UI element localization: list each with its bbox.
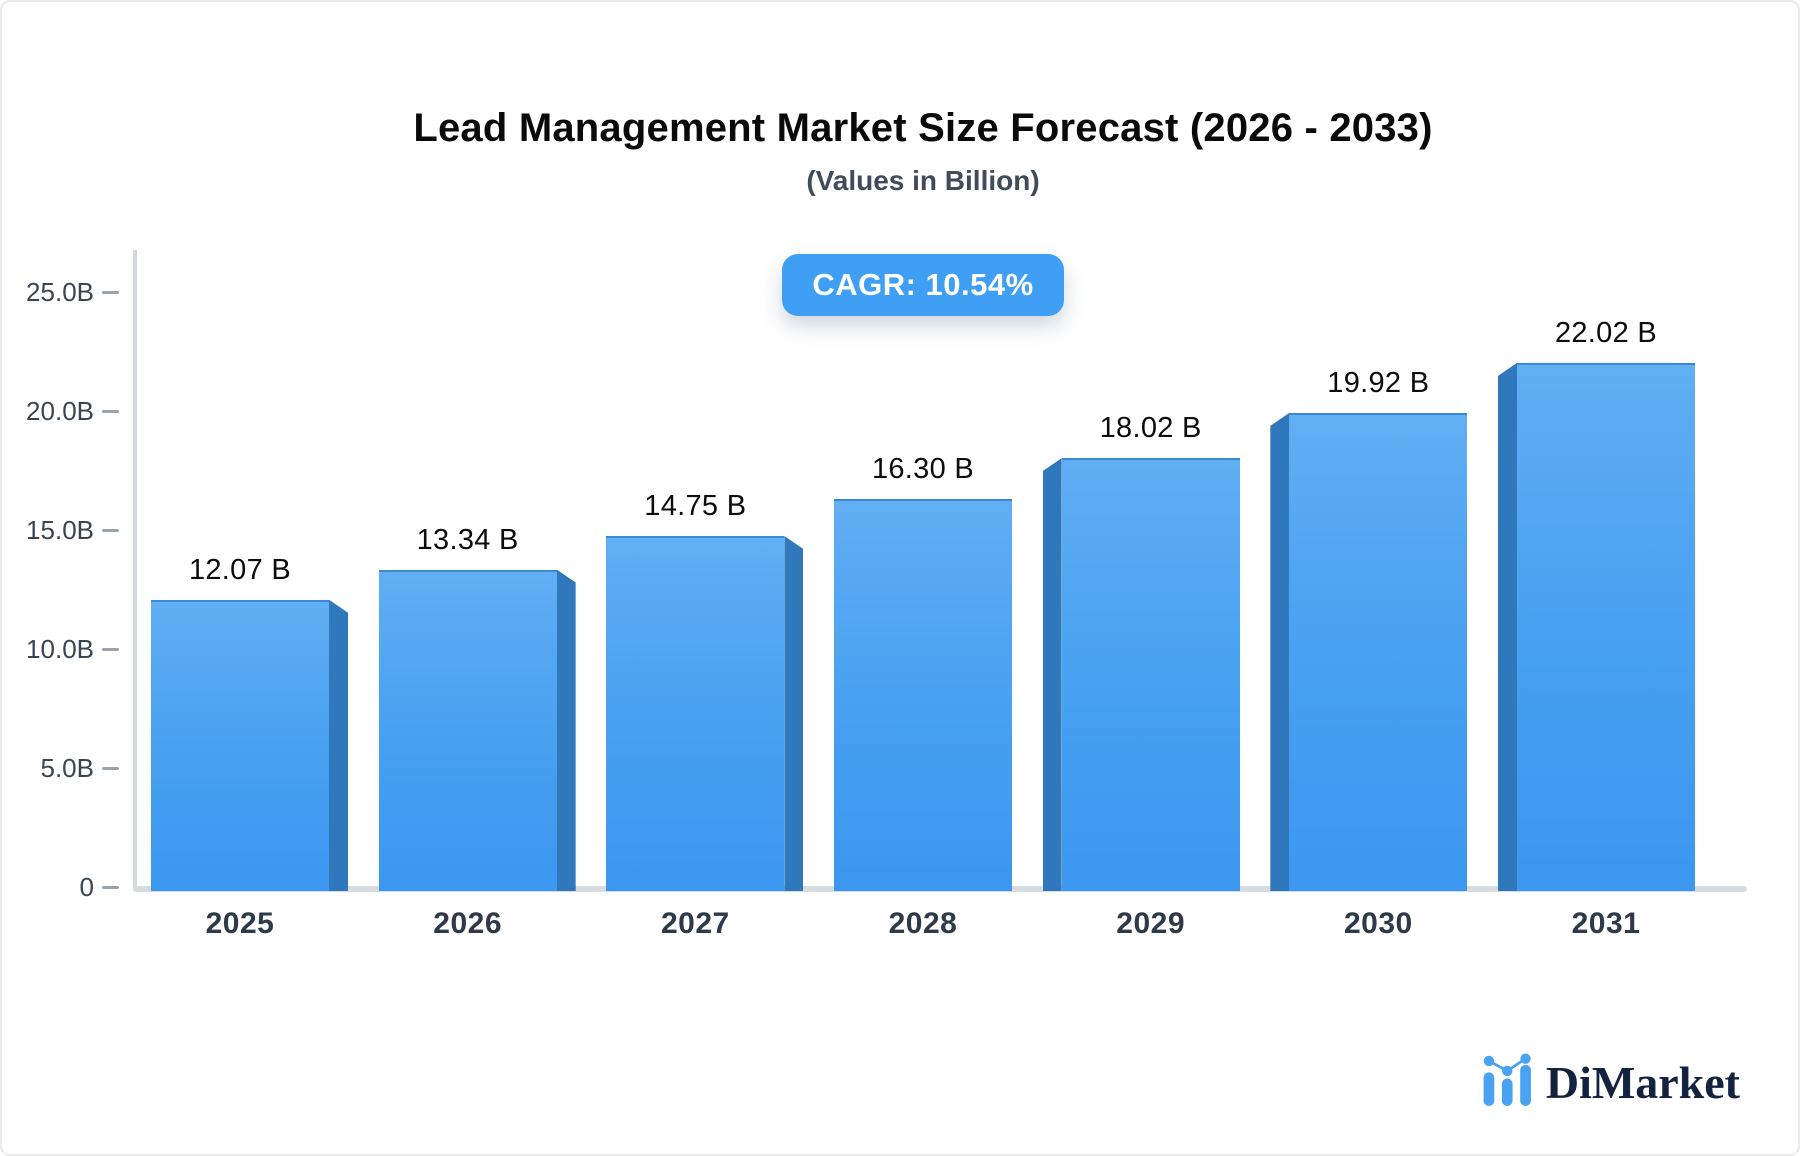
- y-tick-mark: [102, 409, 119, 413]
- cagr-badge: CAGR: 10.54%: [782, 254, 1064, 316]
- bar-side-face: [784, 535, 804, 891]
- bar-side-face: [1042, 458, 1062, 891]
- x-axis-label: 2030: [1343, 907, 1413, 940]
- dimarket-logo: DiMarket: [1482, 1048, 1740, 1106]
- x-axis-label: 2025: [205, 907, 275, 940]
- bar-value-label: 19.92 B: [1327, 366, 1430, 399]
- y-tick-mark: [102, 766, 119, 770]
- bar-2026: [378, 569, 557, 891]
- bar-side-face: [556, 569, 576, 891]
- cagr-badge-band: CAGR: 10.54%: [48, 254, 1798, 316]
- dimarket-logo-icon: [1483, 1053, 1531, 1106]
- y-tick-mark: [102, 885, 119, 889]
- x-axis-label: 2028: [888, 907, 958, 940]
- y-tick-mark: [102, 528, 119, 532]
- chart-subtitle: (Values in Billion): [806, 165, 1040, 196]
- bar-value-label: 18.02 B: [1099, 412, 1202, 445]
- x-axis-label: 2031: [1571, 907, 1641, 940]
- bar-2030: [1289, 412, 1468, 891]
- bar-value-label: 16.30 B: [871, 453, 975, 486]
- x-axis-label: 2027: [660, 907, 730, 940]
- bar-value-label: 22.02 B: [1554, 316, 1658, 349]
- bar-side-face: [1498, 362, 1517, 891]
- y-tick-mark: [102, 290, 119, 294]
- y-tick-mark: [102, 647, 119, 651]
- bar-2028: [834, 499, 1012, 891]
- bar-side-face: [329, 599, 348, 891]
- y-axis-line: [133, 250, 137, 890]
- bar-2027: [606, 535, 785, 891]
- bar-value-label: 12.07 B: [188, 553, 292, 586]
- y-tick-label: 0: [79, 872, 94, 902]
- chart-title: Lead Management Market Size Forecast (20…: [413, 106, 1433, 150]
- x-axis-label: 2026: [433, 907, 503, 940]
- bar-2025: [151, 599, 329, 891]
- bar-value-label: 13.34 B: [416, 523, 519, 556]
- bar-2029: [1061, 458, 1240, 891]
- y-tick-label: 25.0B: [26, 277, 94, 307]
- bar-side-face: [1270, 412, 1290, 891]
- y-tick-label: 5.0B: [40, 753, 95, 783]
- y-tick-label: 10.0B: [26, 634, 94, 664]
- bar-value-label: 14.75 B: [644, 489, 747, 522]
- y-tick-label: 20.0B: [26, 396, 94, 426]
- bar-2031: [1517, 362, 1695, 891]
- y-tick-label: 15.0B: [26, 515, 94, 545]
- dimarket-logo-text: DiMarket: [1545, 1057, 1740, 1108]
- x-axis-label: 2029: [1116, 907, 1186, 940]
